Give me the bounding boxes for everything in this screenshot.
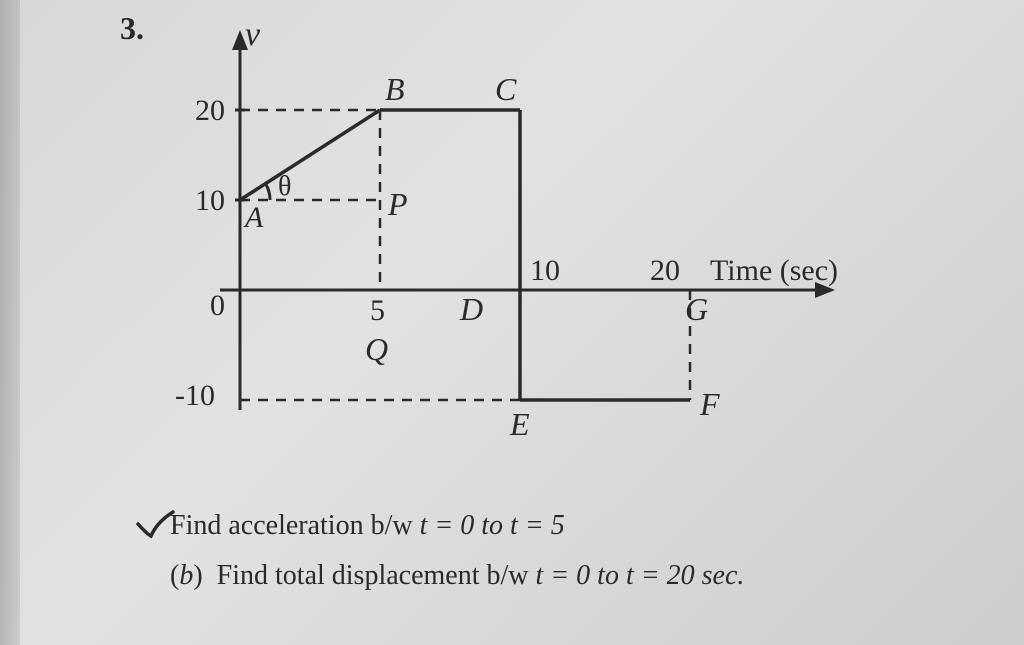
label-theta: θ (278, 171, 291, 202)
label-B: B (385, 71, 405, 107)
xtick-20: 20 (650, 254, 680, 287)
part-b-text: Find total displacement b/w (217, 560, 536, 591)
question-part-b: (b) Find total displacement b/w t = 0 to… (170, 560, 744, 592)
label-D: D (459, 291, 483, 327)
xtick-10: 10 (530, 254, 560, 287)
check-icon (135, 510, 175, 540)
label-Q: Q (365, 331, 388, 367)
ytick-20: 20 (195, 94, 225, 127)
part-b-math: t = 0 to t = 20 sec. (536, 560, 745, 591)
segment-AB (240, 110, 380, 200)
part-b-label: (b) (170, 560, 210, 591)
part-a-math: t = 0 to t = 5 (420, 510, 565, 541)
origin-label: 0 (210, 289, 225, 322)
velocity-time-graph: v Time (sec) 20 10 0 -10 5 10 20 A B C D… (150, 20, 850, 480)
graph-svg: v Time (sec) 20 10 0 -10 5 10 20 A B C D… (150, 20, 850, 480)
question-part-a: Find acceleration b/w t = 0 to t = 5 (170, 510, 565, 542)
label-A: A (243, 201, 264, 234)
ytick-neg10: -10 (175, 379, 215, 412)
y-axis-label: v (245, 20, 261, 53)
page-content: 3. (20, 0, 1024, 645)
xtick-5: 5 (370, 294, 385, 327)
ytick-10: 10 (195, 184, 225, 217)
angle-arc (265, 183, 270, 200)
x-axis-label: Time (sec) (710, 254, 838, 287)
label-G: G (685, 291, 708, 327)
label-F: F (699, 386, 720, 422)
label-E: E (509, 406, 530, 442)
question-number: 3. (120, 10, 144, 47)
label-C: C (495, 71, 517, 107)
label-P: P (387, 186, 408, 222)
part-a-text: Find acceleration b/w (170, 510, 420, 541)
